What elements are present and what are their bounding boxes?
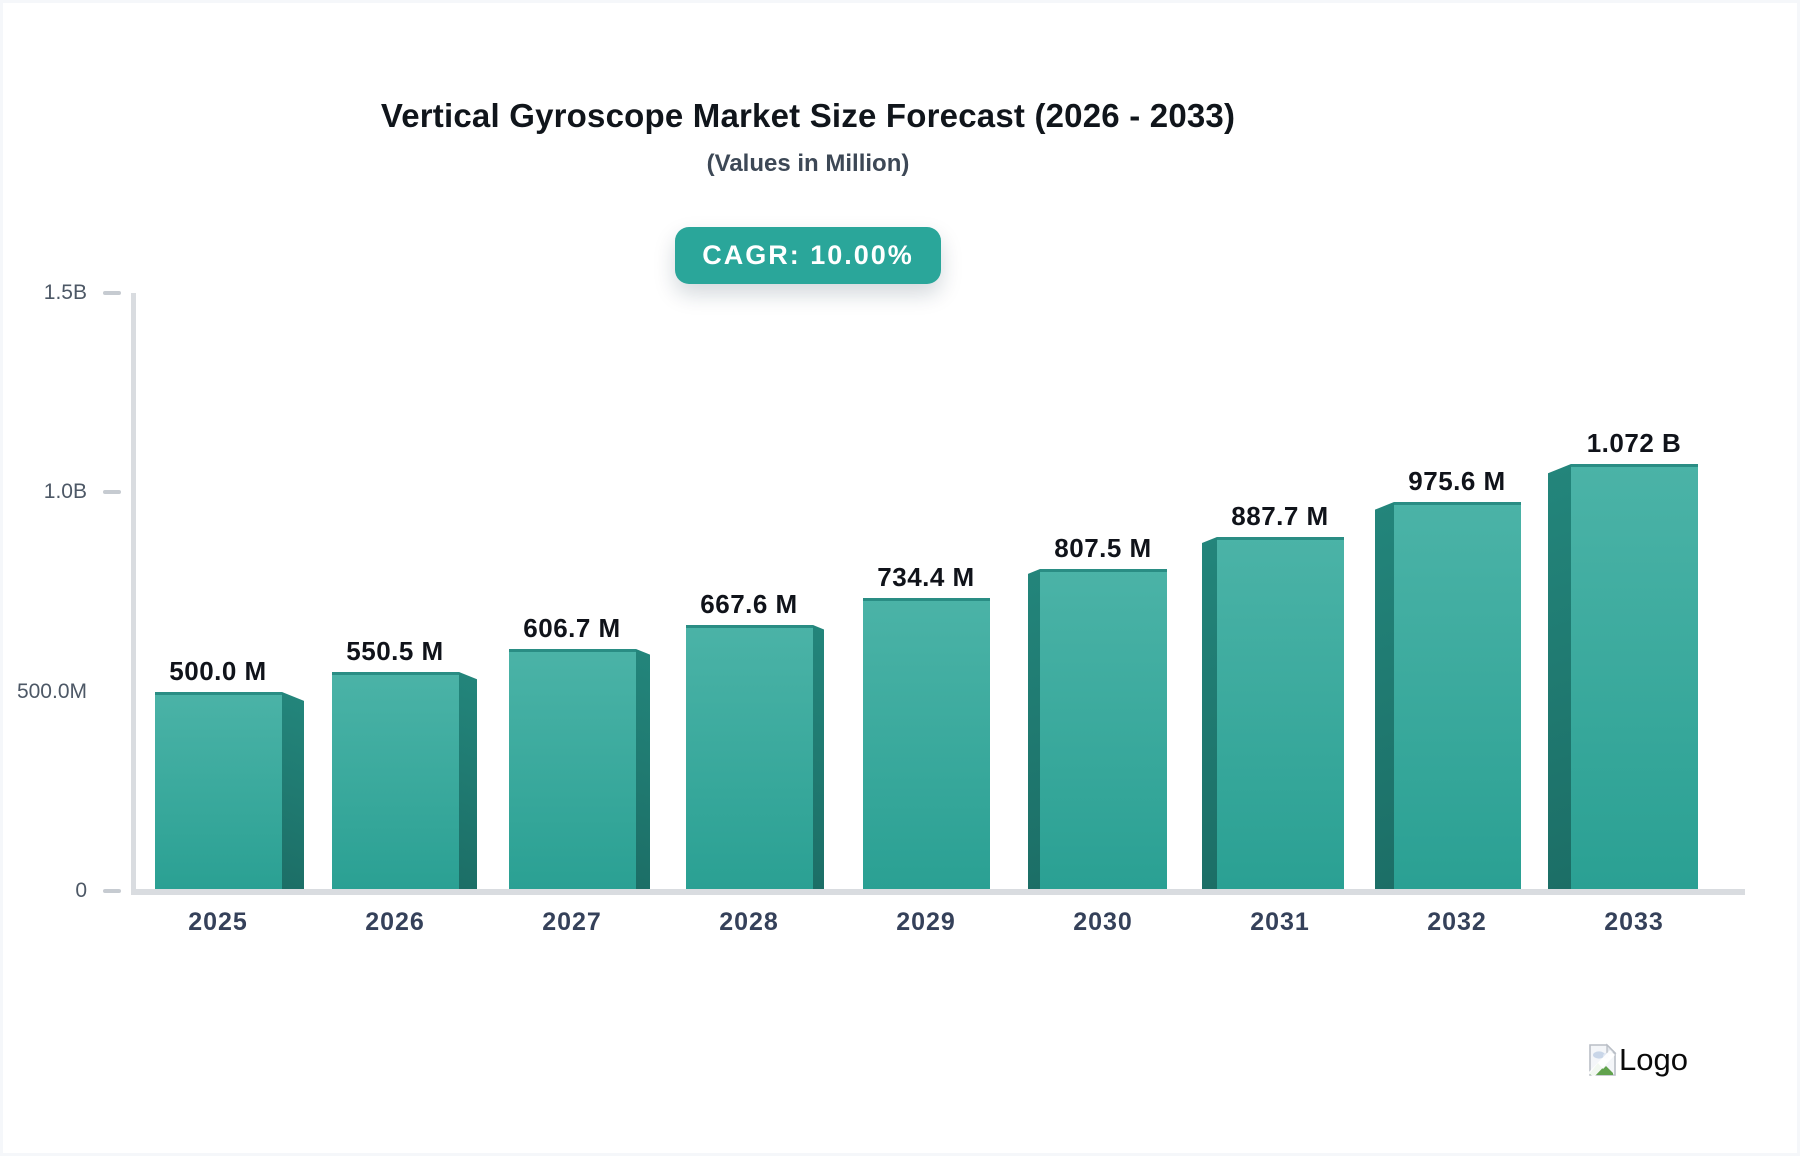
bar-value-label: 975.6 M	[1408, 466, 1506, 496]
bar-value-label: 807.5 M	[1054, 533, 1152, 563]
y-tick-label: 1.5B	[43, 281, 87, 304]
bar-2029[interactable]: 734.4 M	[862, 562, 990, 891]
plot-area: 500.0 M 550.5 M 606.7 M 667.6 M 734.4 M 807.5…	[3, 3, 1797, 1153]
bar-value-label: 734.4 M	[877, 562, 975, 592]
y-tick-label: 1.0B	[43, 480, 87, 504]
bar-2033[interactable]: 1.072 B	[1547, 428, 1698, 895]
badge-row: CAGR: 10.00%	[3, 227, 1613, 284]
y-tick-mark	[103, 490, 121, 495]
bars-container: 500.0 M 550.5 M 606.7 M 667.6 M 734.4 M 807.5…	[3, 3, 1797, 895]
chart-title: Vertical Gyroscope Market Size Forecast …	[380, 97, 1236, 134]
cagr-badge: CAGR: 10.00%	[675, 227, 941, 284]
x-axis-label: 2025	[188, 908, 248, 936]
bar-face	[1216, 537, 1344, 891]
x-axis-label: 2030	[1073, 908, 1133, 936]
x-axis-line	[131, 889, 1745, 895]
bar-2031[interactable]: 887.7 M	[1201, 501, 1344, 895]
y-tick-mark	[103, 889, 121, 893]
y-axis: 1.5B 1.0B 500.0M 0	[3, 3, 1797, 1153]
broken-image-icon	[1588, 1043, 1617, 1077]
bar-value-label: 606.7 M	[523, 613, 621, 643]
x-axis-label: 2032	[1427, 908, 1487, 936]
bar-2032[interactable]: 975.6 M	[1374, 466, 1521, 895]
bar-face	[1570, 464, 1698, 891]
y-tick-label: 500.0M	[16, 679, 87, 703]
x-axis: 2025 2026 2027 2028 2029 2030 2031 2032 2033	[3, 908, 1797, 948]
bar-face	[862, 598, 990, 891]
bar-face	[154, 692, 282, 891]
chart-header: Vertical Gyroscope Market Size Forecast …	[3, 3, 1613, 303]
bar-2028[interactable]: 667.6 M	[685, 589, 824, 895]
x-axis-label: 2028	[719, 908, 779, 936]
x-axis-label: 2027	[542, 908, 602, 936]
chart-subtitle: (Values in Million)	[706, 150, 910, 177]
x-axis-label: 2029	[896, 908, 956, 936]
bar-face	[508, 649, 636, 891]
logo-text: Logo	[1619, 1042, 1688, 1077]
bar-face	[1393, 502, 1521, 891]
bar-value-label: 550.5 M	[346, 636, 444, 666]
bar-value-label: 887.7 M	[1231, 501, 1329, 531]
x-axis-label: 2026	[365, 908, 425, 936]
bar-value-label: 500.0 M	[169, 656, 267, 686]
logo: Logo	[1587, 1043, 1688, 1077]
y-tick-mark	[103, 291, 121, 295]
bar-face	[331, 672, 459, 891]
x-axis-label: 2033	[1604, 908, 1664, 936]
x-axis-label: 2031	[1250, 908, 1310, 936]
bar-face	[685, 625, 813, 891]
y-tick-label: 0	[75, 879, 87, 902]
bar-value-label: 667.6 M	[700, 589, 798, 619]
bar-2027[interactable]: 606.7 M	[508, 613, 650, 895]
bar-2025[interactable]: 500.0 M	[154, 656, 304, 895]
bar-2030[interactable]: 807.5 M	[1027, 533, 1167, 895]
bar-2026[interactable]: 550.5 M	[331, 636, 477, 895]
bar-value-label: 1.072 B	[1586, 428, 1682, 458]
y-axis-line	[131, 293, 136, 891]
bar-face	[1039, 569, 1167, 891]
